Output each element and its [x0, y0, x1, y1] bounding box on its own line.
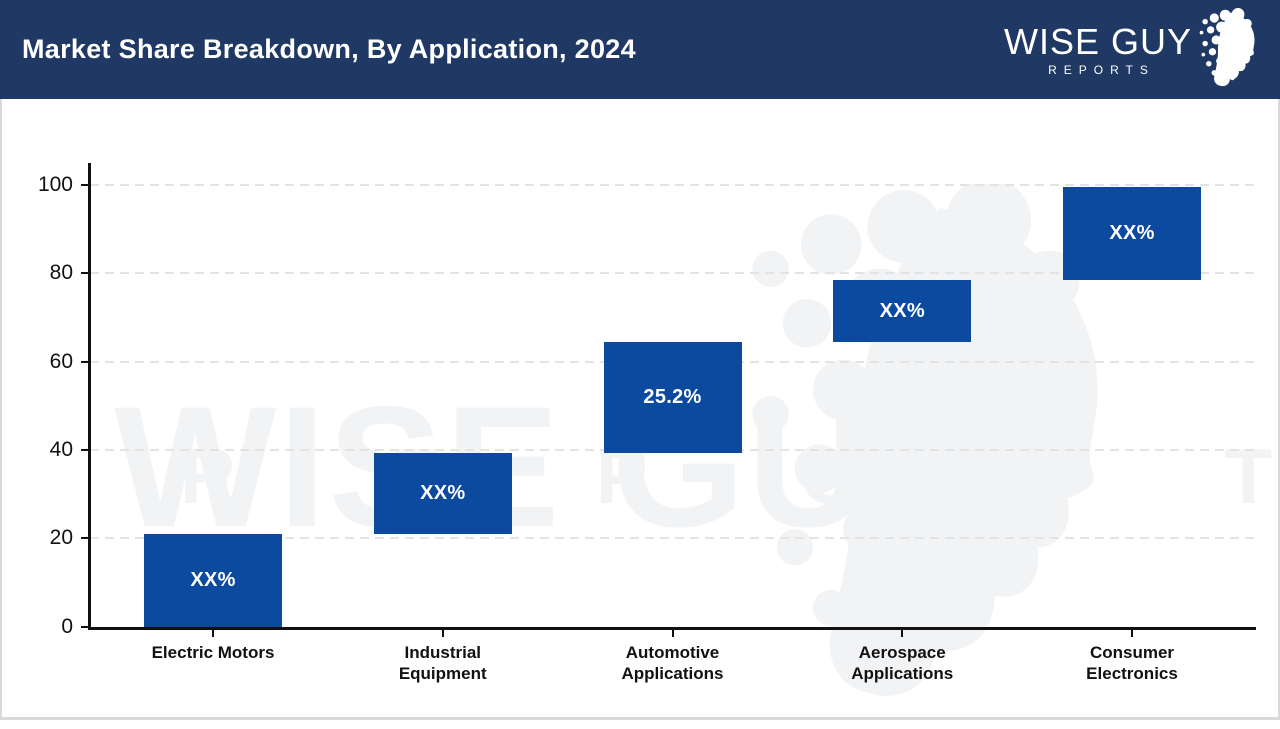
bar-value-label-consumer-electronics: XX% — [1109, 222, 1155, 245]
wiseguy-logo: WISE GUY REPORTS — [1003, 7, 1264, 92]
category-label-electric-motors: Electric Motors — [151, 642, 275, 662]
logo-subtitle: REPORTS — [1048, 62, 1155, 77]
y-tick-mark — [81, 184, 89, 187]
page-title: Market Share Breakdown, By Application, … — [22, 34, 636, 64]
x-tick-mark-automotive-applications — [671, 629, 674, 637]
header-bar: Market Share Breakdown, By Application, … — [0, 0, 1280, 99]
chart-canvas: WISE GUY R E P O R T S 020406080100XX%El… — [0, 99, 1280, 720]
y-tick-label: 100 — [37, 173, 73, 197]
gridline-80 — [90, 272, 1256, 275]
y-tick-label: 40 — [49, 438, 73, 462]
gridline-100 — [90, 184, 1256, 187]
y-tick-mark — [81, 449, 89, 452]
x-axis-line — [88, 626, 1256, 630]
x-tick-mark-electric-motors — [212, 629, 214, 637]
bar-value-label-industrial-equipment: XX% — [420, 482, 466, 505]
y-tick-label: 80 — [49, 261, 73, 285]
category-label-aerospace-applications: Aerospace Applications — [851, 642, 954, 683]
bar-value-label-automotive-applications: 25.2% — [643, 385, 702, 408]
x-tick-mark-industrial-equipment — [441, 629, 444, 637]
category-label-automotive-applications: Automotive Applications — [621, 642, 724, 683]
category-label-industrial-equipment: Industrial Equipment — [398, 642, 487, 683]
logo-text: WISE GUY REPORTS — [1003, 20, 1192, 77]
bar-consumer-electronics: XX% — [1063, 186, 1201, 281]
logo-wordmark: WISE GUY — [1003, 20, 1192, 62]
bar-value-label-electric-motors: XX% — [190, 568, 236, 591]
y-tick-mark — [81, 625, 89, 628]
category-label-consumer-electronics: Consumer Electronics — [1086, 642, 1178, 683]
dotted-face-icon — [1199, 7, 1255, 86]
y-tick-label: 60 — [49, 349, 73, 373]
x-tick-mark-consumer-electronics — [1131, 629, 1133, 637]
bar-aerospace-applications: XX% — [833, 280, 972, 342]
y-tick-mark — [81, 272, 89, 275]
y-axis-line — [88, 163, 91, 630]
y-tick-label: 0 — [61, 614, 73, 638]
y-tick-mark — [81, 537, 89, 540]
x-tick-mark-aerospace-applications — [901, 629, 904, 637]
chart-plot-area: 0 20 40 60 80 100 XX% Electric Motors XX% Industr… — [2, 99, 1278, 717]
bar-automotive-applications: 25.2% — [603, 341, 742, 454]
bar-industrial-equipment: XX% — [373, 453, 512, 534]
bar-value-label-aerospace-applications: XX% — [879, 299, 925, 322]
bar-electric-motors: XX% — [144, 533, 282, 627]
gridline-20 — [90, 537, 1256, 540]
y-tick-mark — [81, 360, 89, 363]
y-tick-label: 20 — [49, 526, 73, 550]
